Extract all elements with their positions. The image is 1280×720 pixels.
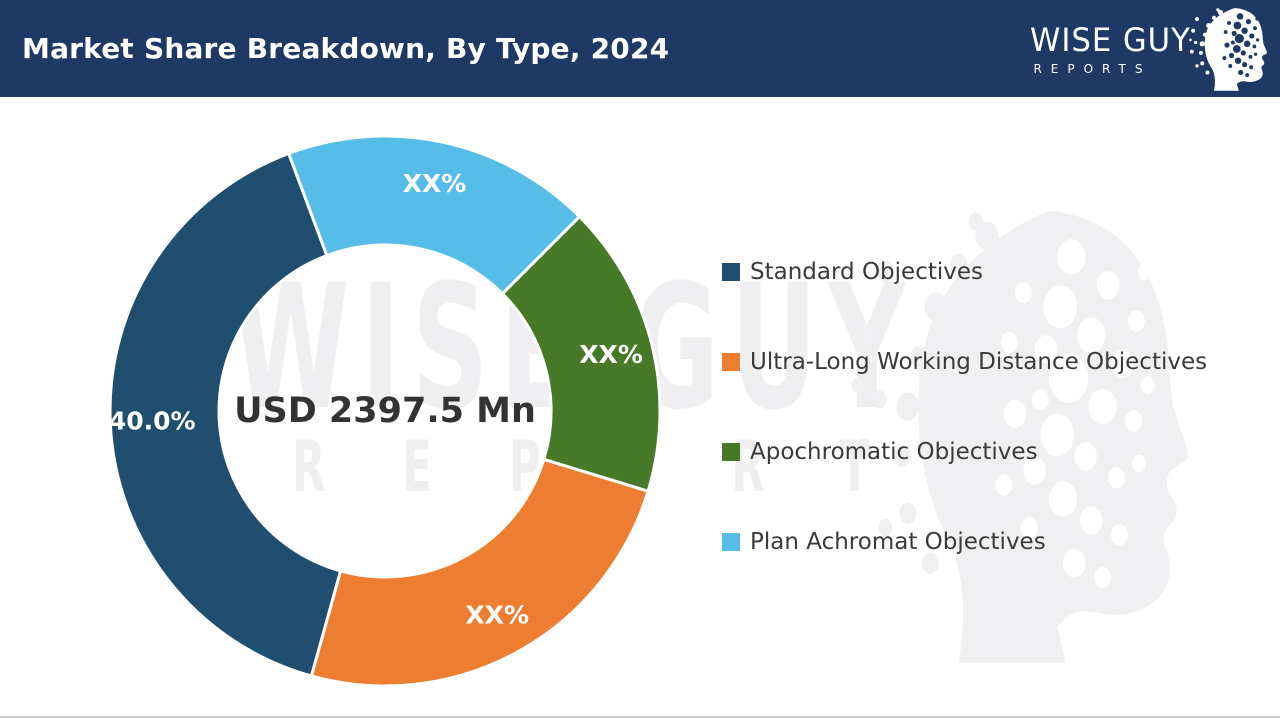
legend-label: Plan Achromat Objectives (750, 529, 1046, 555)
legend-swatch-plan-achromat-objectives (722, 533, 740, 551)
legend-item-plan-achromat-objectives: Plan Achromat Objectives (722, 524, 1046, 560)
logo-head-icon (1189, 7, 1267, 91)
legend-label: Apochromatic Objectives (750, 439, 1038, 465)
slice-label-ultra-long-working-distance-objectives: XX% (465, 601, 529, 630)
slice-label-apochromatic-objectives: XX% (579, 340, 643, 369)
legend-item-ultra-long-working-distance-objectives: Ultra-Long Working Distance Objectives (722, 344, 1207, 380)
donut-slice-plan-achromat-objectives (287, 134, 582, 296)
donut-slice-standard-objectives (108, 151, 343, 678)
header-bar: Market Share Breakdown, By Type, 2024 WI… (0, 0, 1280, 97)
donut-chart: 40.0% XX% XX% XX% USD 2397.5 Mn (108, 134, 662, 688)
legend-swatch-ultra-long-working-distance-objectives (722, 353, 740, 371)
slice-label-plan-achromat-objectives: XX% (403, 169, 467, 198)
legend-item-standard-objectives: Standard Objectives (722, 254, 983, 290)
bottom-divider (0, 716, 1280, 718)
donut-center-label: USD 2397.5 Mn (234, 391, 536, 431)
donut-slice-ultra-long-working-distance-objectives (310, 457, 650, 688)
legend-label: Standard Objectives (750, 259, 983, 285)
wise-guy-logo: WISE GUY REPORTS (1030, 5, 1270, 92)
logo-wordmark: WISE GUY REPORTS (1030, 21, 1198, 76)
page-title: Market Share Breakdown, By Type, 2024 (22, 32, 670, 65)
slice-label-standard-objectives: 40.0% (109, 407, 196, 436)
legend-item-apochromatic-objectives: Apochromatic Objectives (722, 434, 1038, 470)
legend-swatch-apochromatic-objectives (722, 443, 740, 461)
legend-swatch-standard-objectives (722, 263, 740, 281)
legend-label: Ultra-Long Working Distance Objectives (750, 349, 1208, 375)
donut-slice-apochromatic-objectives (500, 215, 662, 493)
logo-subtitle-text: REPORTS (1033, 62, 1152, 76)
logo-title-text: WISE GUY (1030, 21, 1192, 59)
